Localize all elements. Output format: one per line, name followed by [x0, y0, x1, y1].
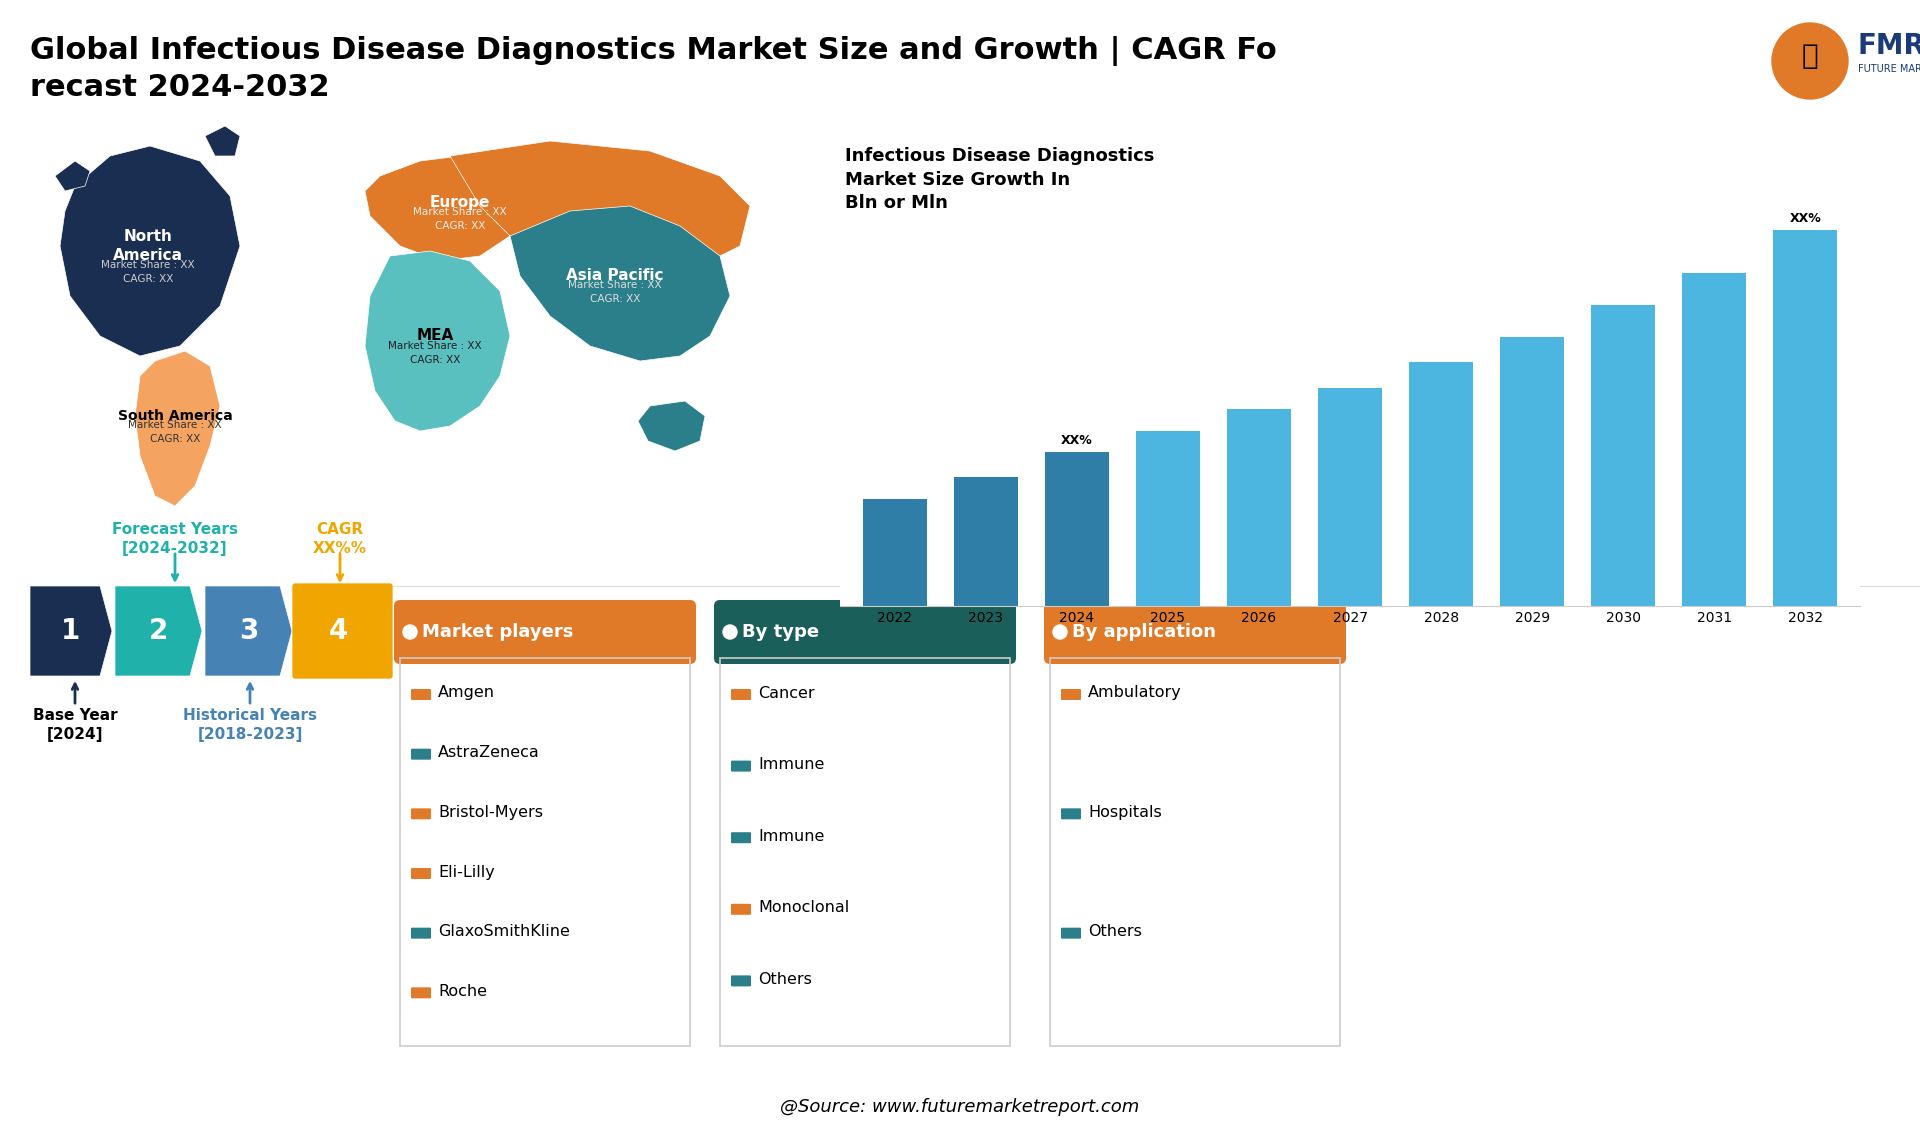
Text: FUTURE MARKET REPORT: FUTURE MARKET REPORT — [1859, 64, 1920, 74]
Bar — [1044, 452, 1108, 606]
Text: FMR: FMR — [1859, 32, 1920, 60]
FancyBboxPatch shape — [732, 904, 751, 915]
Text: 1: 1 — [61, 617, 81, 645]
FancyBboxPatch shape — [1062, 689, 1081, 700]
FancyBboxPatch shape — [732, 975, 751, 987]
Polygon shape — [365, 156, 520, 261]
FancyBboxPatch shape — [411, 808, 430, 819]
Text: 4: 4 — [328, 617, 348, 645]
FancyBboxPatch shape — [411, 868, 430, 879]
Polygon shape — [60, 146, 240, 356]
Text: Others: Others — [1089, 924, 1142, 940]
Circle shape — [1772, 23, 1847, 99]
Text: Monoclonal: Monoclonal — [758, 901, 849, 916]
Text: Market Share : XX
CAGR: XX: Market Share : XX CAGR: XX — [102, 260, 194, 283]
Circle shape — [724, 625, 737, 639]
Text: Market Share : XX
CAGR: XX: Market Share : XX CAGR: XX — [388, 342, 482, 364]
FancyBboxPatch shape — [1062, 808, 1081, 819]
FancyBboxPatch shape — [411, 988, 430, 998]
FancyBboxPatch shape — [411, 689, 430, 700]
Polygon shape — [511, 206, 730, 361]
Text: Cancer: Cancer — [758, 685, 814, 700]
Bar — [1592, 305, 1655, 606]
Bar — [1409, 362, 1473, 606]
Text: AstraZeneca: AstraZeneca — [438, 745, 540, 760]
FancyBboxPatch shape — [732, 689, 751, 700]
Text: CAGR
XX%%: CAGR XX%% — [313, 523, 367, 556]
Text: Bristol-Myers: Bristol-Myers — [438, 804, 543, 819]
Text: Forecast Years
[2024-2032]: Forecast Years [2024-2032] — [111, 523, 238, 556]
Text: Market Share : XX
CAGR: XX: Market Share : XX CAGR: XX — [568, 281, 662, 304]
Bar — [1500, 337, 1565, 606]
Text: By application: By application — [1071, 623, 1215, 641]
Bar — [954, 477, 1018, 606]
Text: Market Share : XX
CAGR: XX: Market Share : XX CAGR: XX — [129, 421, 223, 444]
Polygon shape — [56, 160, 90, 191]
Text: Market players: Market players — [422, 623, 574, 641]
Text: XX%: XX% — [1789, 212, 1822, 225]
Text: Others: Others — [758, 972, 812, 987]
Polygon shape — [365, 251, 511, 431]
Text: Immune: Immune — [758, 758, 824, 772]
Text: Immune: Immune — [758, 829, 824, 843]
Text: Market Share : XX
CAGR: XX: Market Share : XX CAGR: XX — [413, 207, 507, 230]
Text: Global Infectious Disease Diagnostics Market Size and Growth | CAGR Fo
recast 20: Global Infectious Disease Diagnostics Ma… — [31, 36, 1277, 102]
Bar — [1137, 431, 1200, 606]
FancyArrow shape — [115, 586, 202, 676]
Polygon shape — [637, 401, 705, 452]
Bar — [862, 499, 927, 606]
Text: Infectious Disease Diagnostics
Market Size Growth In
Bln or Mln: Infectious Disease Diagnostics Market Si… — [845, 148, 1154, 212]
Bar — [1774, 230, 1837, 606]
Polygon shape — [134, 351, 221, 507]
Text: 2: 2 — [150, 617, 169, 645]
FancyArrow shape — [31, 586, 111, 676]
Polygon shape — [449, 141, 751, 270]
Text: 3: 3 — [238, 617, 257, 645]
FancyBboxPatch shape — [411, 927, 430, 939]
FancyBboxPatch shape — [732, 761, 751, 771]
Bar — [1227, 409, 1290, 606]
Text: @Source: www.futuremarketreport.com: @Source: www.futuremarketreport.com — [780, 1098, 1140, 1116]
Text: Asia Pacific: Asia Pacific — [566, 268, 664, 283]
FancyBboxPatch shape — [292, 583, 394, 678]
Text: Base Year
[2024]: Base Year [2024] — [33, 708, 117, 741]
Text: Historical Years
[2018-2023]: Historical Years [2018-2023] — [182, 708, 317, 741]
Text: By type: By type — [741, 623, 820, 641]
Text: MEA: MEA — [417, 329, 453, 344]
Circle shape — [1052, 625, 1068, 639]
FancyArrow shape — [205, 586, 292, 676]
Bar — [1682, 273, 1745, 606]
Text: Eli-Lilly: Eli-Lilly — [438, 864, 495, 879]
Text: North
America: North America — [113, 229, 182, 262]
FancyBboxPatch shape — [714, 601, 1016, 664]
Polygon shape — [205, 126, 240, 156]
Bar — [1319, 387, 1382, 606]
Text: 👁: 👁 — [1801, 42, 1818, 70]
Text: South America: South America — [117, 409, 232, 423]
FancyBboxPatch shape — [411, 748, 430, 760]
Text: Europe: Europe — [430, 196, 490, 211]
Circle shape — [403, 625, 417, 639]
Text: Roche: Roche — [438, 983, 488, 999]
Text: GlaxoSmithKline: GlaxoSmithKline — [438, 924, 570, 940]
FancyBboxPatch shape — [394, 601, 695, 664]
Text: Ambulatory: Ambulatory — [1089, 685, 1181, 700]
Text: Amgen: Amgen — [438, 685, 495, 700]
Text: Hospitals: Hospitals — [1089, 804, 1162, 819]
FancyBboxPatch shape — [1044, 601, 1346, 664]
FancyBboxPatch shape — [1062, 927, 1081, 939]
Text: XX%: XX% — [1062, 433, 1092, 447]
FancyBboxPatch shape — [732, 832, 751, 843]
